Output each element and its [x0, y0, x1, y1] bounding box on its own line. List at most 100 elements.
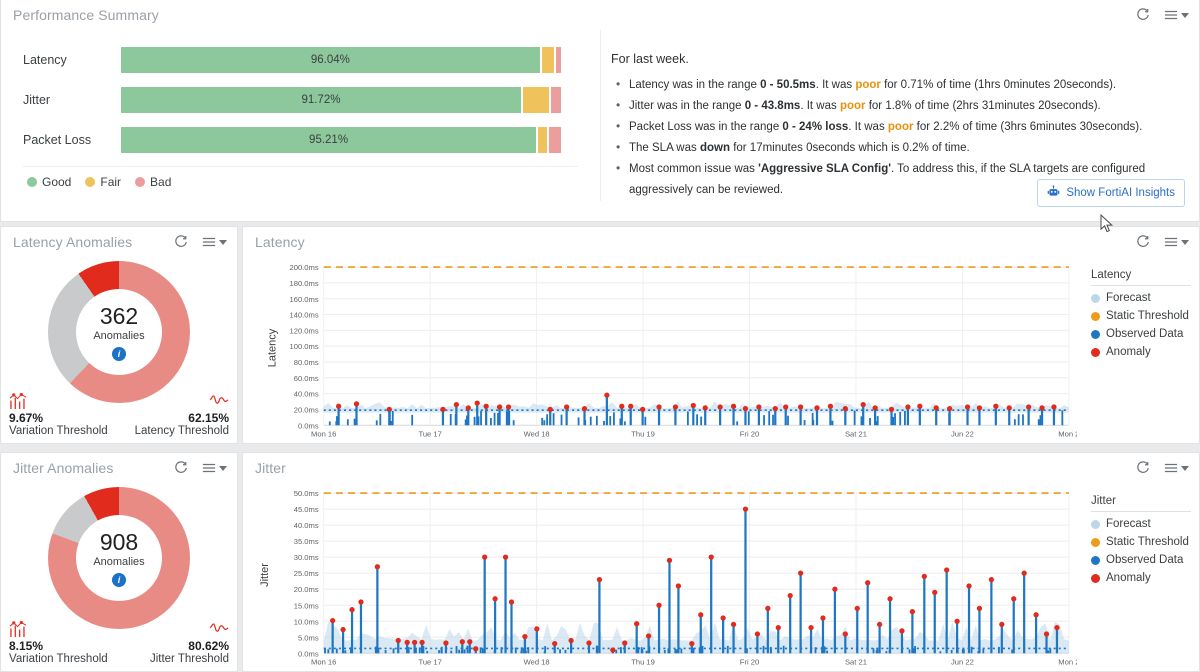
legend-item[interactable]: Bad [135, 175, 171, 189]
anomaly-point [645, 633, 652, 639]
anomaly-point [772, 405, 778, 412]
anomaly-point [508, 599, 515, 605]
anomaly-point [742, 506, 749, 512]
legend-swatch [1091, 519, 1100, 529]
jitter-y-axis-label: Jitter [258, 563, 271, 587]
y-tick-label: 10.0ms [294, 617, 319, 626]
anomaly-point [1006, 405, 1012, 411]
anomaly-point [474, 400, 480, 406]
anomaly-point [876, 621, 883, 628]
show-fortiai-insights-button[interactable]: Show FortiAI Insights [1037, 179, 1185, 207]
chevron-down-icon [1181, 12, 1189, 18]
bar-segment-bad[interactable] [555, 47, 561, 73]
observed-minor-series [324, 645, 1052, 654]
anomaly-point [730, 621, 737, 628]
anomaly-point [689, 641, 695, 647]
anomaly-count: 362 [99, 302, 139, 329]
anomaly-point [702, 405, 708, 411]
legend-item-static-threshold[interactable]: Static Threshold [1091, 536, 1191, 548]
bar-segment-good[interactable]: 95.21% [121, 127, 537, 153]
legend-item-observed-data[interactable]: Observed Data [1091, 554, 1191, 566]
jitter-chart-title: Jitter [255, 460, 286, 476]
legend-item-observed-data[interactable]: Observed Data [1091, 328, 1191, 340]
latency-plot-svg[interactable]: 0.0ms 20.0ms 40.0ms 60.0ms 80.0ms 100.0ms 120.… [271, 261, 1077, 443]
jitter-donut-chart[interactable]: 908 Anomalies i [1, 483, 237, 633]
legend-item-forecast[interactable]: Forecast [1091, 518, 1191, 530]
bar-segment-good[interactable]: 91.72% [121, 87, 521, 113]
legend-item-forecast[interactable]: Forecast [1091, 292, 1191, 304]
anomaly-point [496, 404, 503, 410]
donut-ring[interactable] [48, 487, 190, 629]
anomaly-point [872, 405, 878, 411]
jitter-chart-legend: Jitter Forecast Static Threshold Observe… [1083, 483, 1191, 667]
jitter-plot-svg[interactable]: 0.0ms 5.0ms 10.0ms 15.0ms 20.0ms 25.0ms 30.0ms… [271, 487, 1077, 672]
x-tick-label: Mon 16 [311, 657, 336, 666]
jitter-anomalies-header: Jitter Anomalies [1, 453, 237, 483]
anomaly-point [842, 631, 848, 637]
bar-segment-fair[interactable] [538, 127, 548, 153]
jitter-chart-header: Jitter [243, 453, 1199, 483]
latency-anomalies-title: Latency Anomalies [13, 234, 133, 250]
legend-label: Static Threshold [1106, 310, 1189, 322]
refresh-icon[interactable] [174, 461, 188, 475]
latency-donut-chart[interactable]: 362 Anomalies i [1, 257, 237, 407]
hamburger-menu-icon[interactable] [1164, 461, 1189, 475]
latency-plot-area[interactable]: Latency 0.0ms 20.0ms 40.0ms 60.0ms 80.0ms 100… [247, 257, 1083, 439]
anomaly-point [1011, 596, 1017, 602]
performance-bar-label: Jitter [23, 93, 51, 107]
variation-threshold-value: 9.67% [9, 411, 44, 425]
metric-threshold: 62.15% Latency Threshold [135, 393, 229, 437]
refresh-icon[interactable] [1136, 8, 1150, 22]
anomaly-point [765, 605, 771, 612]
donut-ring[interactable] [48, 261, 190, 403]
bar-segment-bad[interactable] [549, 127, 561, 153]
variation-threshold: 8.15% Variation Threshold [9, 620, 108, 665]
info-icon[interactable]: i [112, 572, 126, 587]
refresh-icon[interactable] [174, 235, 188, 249]
hamburger-menu-icon[interactable] [202, 235, 227, 249]
x-tick-label: Jun 22 [951, 429, 974, 438]
info-icon[interactable]: i [112, 346, 126, 361]
y-tick-label: 50.0ms [294, 489, 319, 498]
legend-swatch [1091, 555, 1100, 565]
legend-item[interactable]: Good [27, 175, 71, 189]
hamburger-menu-icon[interactable] [1164, 8, 1189, 22]
bar-segment-good[interactable]: 96.04% [121, 47, 540, 73]
y-tick-label: 20.0ms [294, 405, 319, 414]
variation-threshold-label: Variation Threshold [9, 653, 108, 665]
chevron-down-icon [1181, 465, 1189, 471]
hamburger-menu-icon[interactable] [202, 461, 227, 475]
y-tick-label: 60.0ms [294, 374, 319, 383]
jitter-anomalies-panel: Jitter Anomalies 908 Anomalies i [0, 452, 238, 672]
metric-threshold: 80.62% Jitter Threshold [150, 621, 229, 665]
hamburger-menu-icon[interactable] [1164, 235, 1189, 249]
legend-item-anomaly[interactable]: Anomaly [1091, 572, 1191, 584]
jitter-plot-area[interactable]: Jitter 0.0ms 5.0ms 10.0ms 15.0ms 20.0ms 25.0m… [247, 483, 1083, 667]
refresh-icon[interactable] [1136, 235, 1150, 249]
y-tick-label: 0.0ms [298, 649, 319, 658]
bar-segment-fair[interactable] [522, 87, 550, 113]
insight-bullet: Most common issue was 'Aggressive SLA Co… [611, 158, 1185, 201]
legend-item-static-threshold[interactable]: Static Threshold [1091, 310, 1191, 322]
latency-anomalies-panel: Latency Anomalies 362 Anomalies i [0, 226, 238, 444]
anomaly-point [842, 405, 848, 412]
anomaly-point [675, 583, 682, 589]
refresh-icon[interactable] [1136, 461, 1150, 475]
anomaly-point [888, 406, 895, 413]
anomaly-point [964, 404, 971, 410]
performance-bar-row: Packet Loss 95.21% [1, 120, 600, 160]
show-fortiai-insights-label: Show FortiAI Insights [1066, 187, 1175, 199]
anomaly-point [353, 401, 360, 407]
legend-item[interactable]: Fair [85, 175, 121, 189]
legend-item-anomaly[interactable]: Anomaly [1091, 346, 1191, 358]
bar-segment-bad[interactable] [551, 87, 561, 113]
anomaly-point [909, 608, 916, 615]
x-tick-label: Thu 19 [631, 429, 655, 438]
anomaly-point [330, 617, 336, 624]
bar-segment-fair[interactable] [541, 47, 554, 73]
legend-label: Observed Data [1106, 328, 1184, 340]
anomaly-point [754, 631, 761, 637]
x-tick-label: Wed 18 [524, 657, 550, 666]
anomaly-point [596, 576, 603, 583]
